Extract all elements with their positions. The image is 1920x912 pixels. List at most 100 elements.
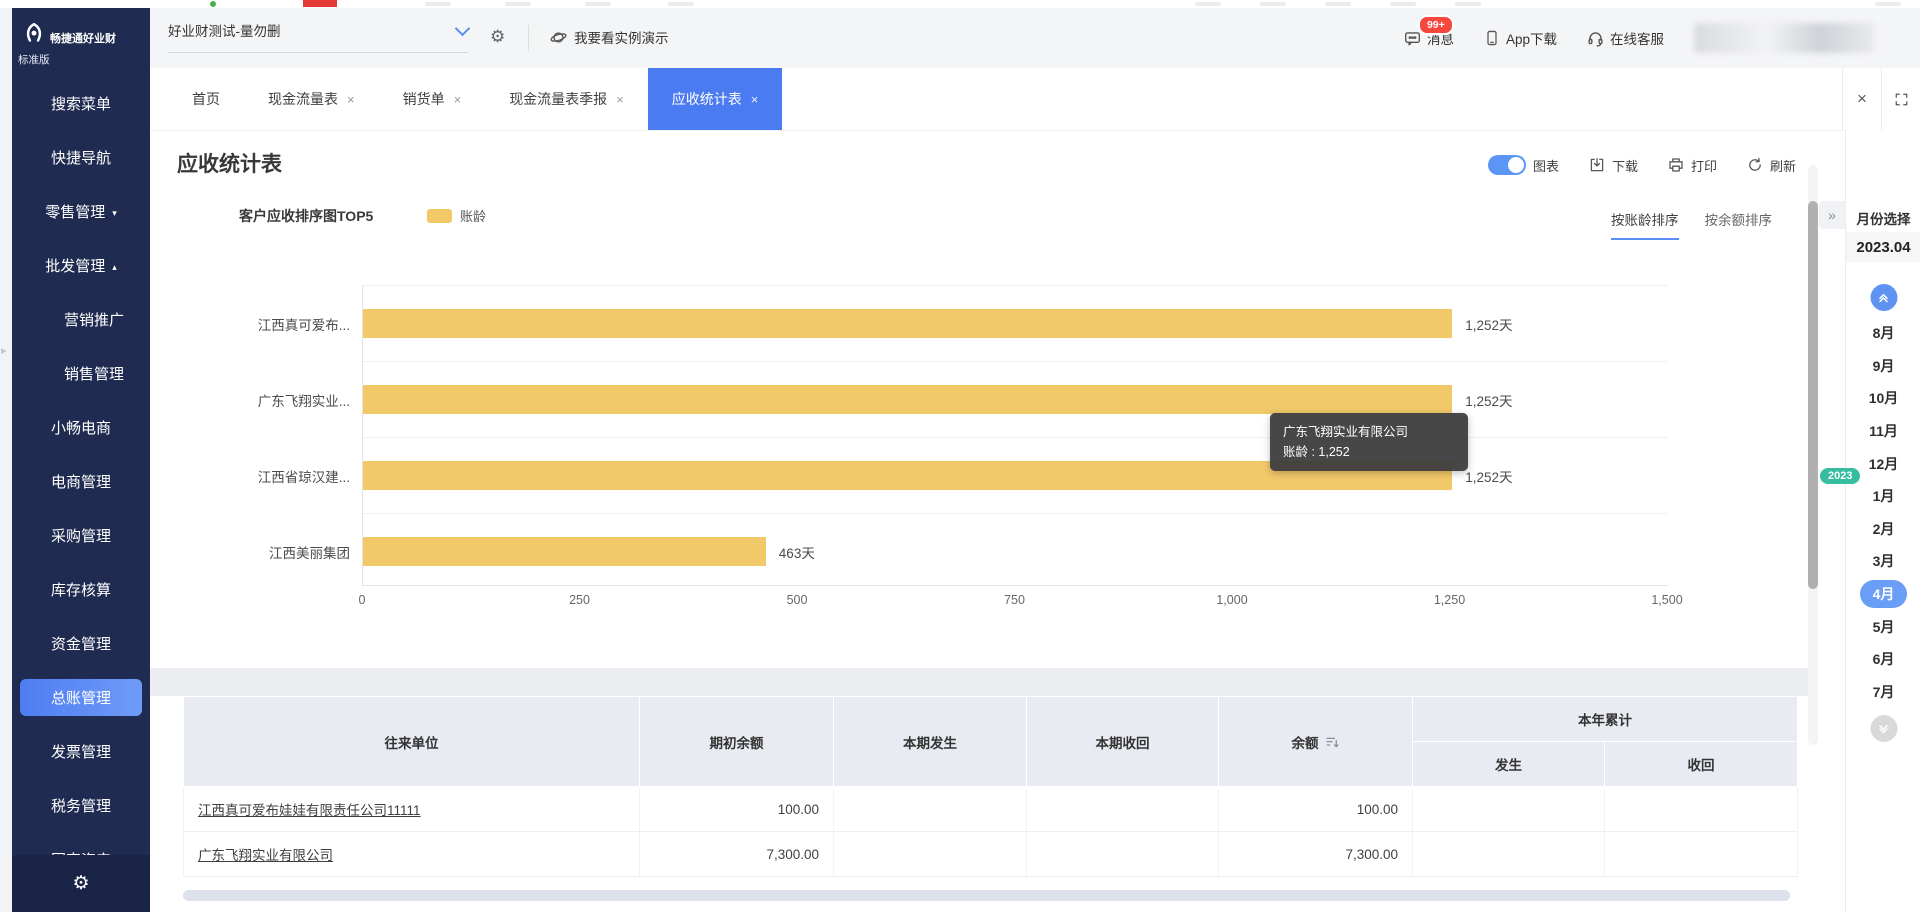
sidebar-collapse-arrow[interactable]: ▸ [1, 345, 7, 357]
app-download-button[interactable]: App下载 [1484, 28, 1557, 48]
x-tick-label: 750 [1004, 593, 1025, 607]
sidebar-item-label: 销售管理 [63, 365, 124, 383]
bar[interactable] [363, 385, 1453, 414]
header-gear-icon[interactable]: ⚙ [490, 27, 506, 46]
tab-close-icon[interactable]: × [750, 91, 759, 107]
browser-tabstrip-remnant [0, 0, 1920, 8]
fullscreen-button[interactable] [1881, 68, 1920, 130]
print-button[interactable]: 打印 [1668, 156, 1717, 175]
tab-close-icon[interactable]: × [347, 91, 355, 107]
month-option[interactable]: 5月 [1872, 618, 1895, 635]
amount-cell [1026, 786, 1219, 832]
print-label: 打印 [1690, 158, 1717, 174]
sidebar-item[interactable]: 总账管理 [12, 670, 150, 724]
month-option[interactable]: 7月 [1872, 683, 1895, 700]
sidebar-item[interactable]: 营销推广 [12, 292, 150, 346]
favicon-dot [210, 1, 216, 7]
sort-icon[interactable] [1325, 735, 1340, 750]
table-row: 江西真可爱布娃娃有限责任公司11111 100.00 100.00 [183, 786, 1798, 832]
amount-cell: 7,300.00 [639, 831, 834, 877]
bar[interactable] [363, 309, 1453, 338]
tab-close-icon[interactable]: × [616, 91, 624, 107]
chart-toggle-switch[interactable] [1487, 155, 1526, 175]
panel-collapse-button[interactable]: » [1819, 201, 1845, 229]
amount-cell [833, 831, 1027, 877]
org-selector[interactable]: 好业财测试-量勿删 [168, 20, 471, 53]
support-button[interactable]: 在线客服 [1587, 28, 1664, 48]
user-avatar-blurred[interactable] [1694, 23, 1874, 53]
tab-close-icon[interactable]: × [453, 91, 462, 107]
fullscreen-icon [1895, 93, 1907, 105]
tab-remnant-dash [505, 2, 531, 6]
tab-label: 首页 [192, 91, 220, 107]
month-option[interactable]: 3月 [1872, 553, 1895, 570]
bar[interactable] [363, 537, 766, 566]
sidebar-settings-bar: ⚙ [12, 855, 150, 912]
month-option[interactable]: 12月 [1868, 455, 1899, 472]
month-option[interactable]: 6月 [1872, 651, 1895, 668]
tooltip-title: 广东飞翔实业有限公司 [1283, 425, 1409, 439]
message-icon [1404, 31, 1420, 46]
sidebar-item[interactable]: 税务管理 [12, 778, 150, 832]
chart-toggle[interactable]: 图表 [1487, 155, 1559, 175]
customer-link[interactable]: 江西真可爱布娃娃有限责任公司11111 [198, 803, 421, 818]
sidebar-item[interactable]: 固定资产 [12, 832, 150, 856]
sidebar-item[interactable]: 搜索菜单 [12, 76, 150, 130]
tab-bar: 首页 现金流量表 × 销货单 × 现金流量表季报 × 应收统计表 × × [150, 68, 1920, 131]
sort-tab[interactable]: 按余额排序 [1704, 213, 1773, 228]
caret-down-icon: ▾ [112, 207, 117, 218]
customer-link[interactable]: 广东飞翔实业有限公司 [198, 848, 333, 863]
sidebar-item-label: 批发管理 [45, 257, 106, 275]
sidebar-item[interactable]: 电商管理 [12, 454, 150, 508]
month-option[interactable]: 8月 [1872, 325, 1895, 342]
sidebar-item[interactable]: 发票管理 [12, 724, 150, 778]
sidebar-item-inner: 快捷导航 [20, 139, 142, 176]
sidebar-item[interactable]: 销售管理 [12, 346, 150, 400]
headset-icon [1588, 31, 1603, 46]
sidebar-menu: 搜索菜单快捷导航零售管理 ▾ 批发管理 ▴ 营销推广销售管理小畅电商 电商管理采购管理库存… [12, 76, 150, 855]
amount-cell [1412, 831, 1605, 877]
horizontal-scrollbar[interactable] [183, 890, 1790, 901]
messages-button[interactable]: 消息 99+ [1404, 15, 1454, 48]
sidebar-item-inner: 固定资产 [20, 841, 142, 856]
tab-item[interactable]: 销货单 × [379, 68, 486, 130]
sidebar-item-label: 资金管理 [50, 635, 111, 653]
refresh-button[interactable]: 刷新 [1747, 156, 1796, 175]
month-option[interactable]: 1月 [1872, 488, 1895, 505]
sidebar-item[interactable]: 采购管理 [12, 508, 150, 562]
month-option[interactable]: 10月 [1868, 390, 1899, 407]
x-tick-label: 1,500 [1651, 593, 1683, 607]
app-download-label: App下载 [1505, 32, 1557, 47]
scroll-months-up-button[interactable] [1870, 284, 1897, 311]
sort-tab[interactable]: 按账龄排序 [1611, 209, 1679, 240]
tab-active[interactable]: 应收统计表 × [647, 68, 783, 130]
column-header[interactable]: 余额 [1218, 696, 1413, 787]
sidebar-item[interactable]: 批发管理 ▴ [12, 238, 150, 292]
vertical-scrollbar-thumb[interactable] [1808, 201, 1818, 589]
tab-item[interactable]: 现金流量表季报 × [485, 68, 648, 130]
sidebar-item[interactable]: 小畅电商 [12, 400, 150, 454]
close-all-tabs-button[interactable]: × [1842, 68, 1881, 130]
scroll-months-down-button[interactable] [1870, 715, 1897, 742]
tab-remnant-dash [1325, 2, 1351, 6]
month-option[interactable]: 4月 [1846, 578, 1920, 611]
vertical-scrollbar-track [1808, 165, 1818, 745]
month-option[interactable]: 9月 [1872, 357, 1895, 374]
chart-sort-tabs: 按账龄排序 按余额排序 [1611, 209, 1772, 240]
download-button[interactable]: 下载 [1589, 156, 1638, 175]
demo-link[interactable]: 我要看实例演示 [550, 27, 669, 47]
top-header: 好业财测试-量勿删 ⚙ 我要看实例演示 消息 99+ [150, 8, 1920, 68]
tab-item[interactable]: 现金流量表 × [244, 68, 379, 130]
sidebar-item[interactable]: 资金管理 [12, 616, 150, 670]
sidebar-item-inner: 采购管理 [20, 517, 142, 554]
sidebar-item[interactable]: 快捷导航 [12, 130, 150, 184]
sidebar-item[interactable]: 库存核算 [12, 562, 150, 616]
tab-list: 首页 现金流量表 × 销货单 × 现金流量表季报 × 应收统计表 × [150, 68, 1920, 130]
tab-actions: × [1842, 68, 1920, 130]
month-option[interactable]: 2月 [1872, 520, 1895, 537]
settings-gear-icon[interactable]: ⚙ [72, 873, 90, 894]
tab-item[interactable]: 首页 [168, 68, 244, 130]
sidebar-item-inner: 搜索菜单 [20, 85, 142, 122]
sidebar-item[interactable]: 零售管理 ▾ [12, 184, 150, 238]
month-option[interactable]: 11月 [1869, 423, 1898, 440]
